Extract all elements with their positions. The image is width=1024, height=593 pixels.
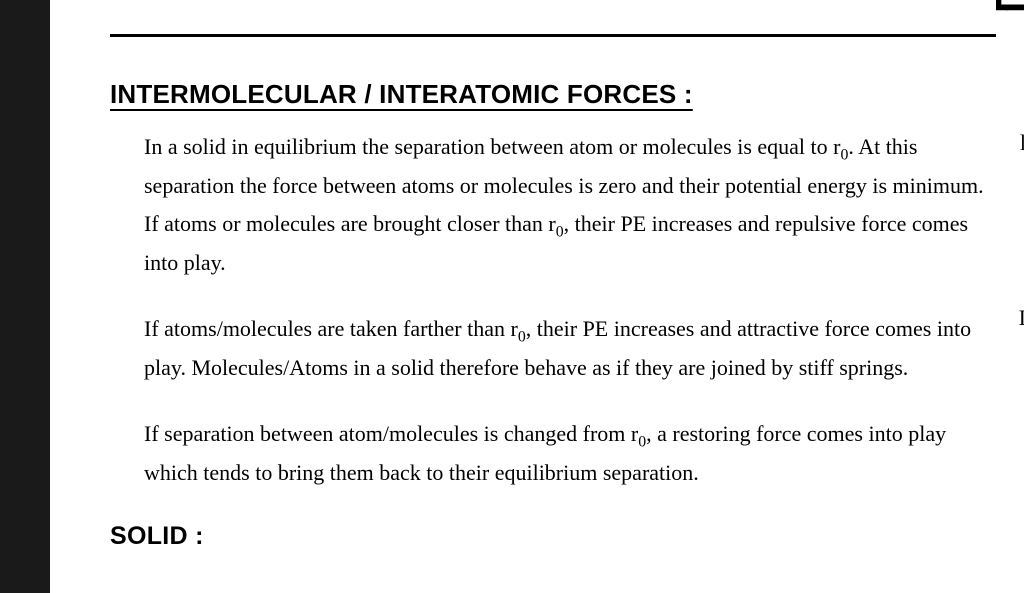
- page-content: ┗━ l I INTERMOLECULAR / INTERATOMIC FORC…: [50, 0, 1024, 593]
- next-section-title: SOLID :: [110, 522, 996, 551]
- left-dark-strip: [0, 0, 50, 593]
- p2-text-a: If atoms/molecules are taken farther tha…: [144, 316, 518, 341]
- edge-letter-1: l: [1020, 130, 1024, 156]
- p1-sub-b: 0: [556, 223, 564, 240]
- paragraph-1: In a solid in equilibrium the separation…: [144, 128, 996, 282]
- p1-text-a: In a solid in equilibrium the separation…: [144, 134, 840, 159]
- edge-letter-2: I: [1019, 305, 1024, 331]
- horizontal-rule: [110, 34, 996, 37]
- paragraph-2: If atoms/molecules are taken farther tha…: [144, 310, 996, 387]
- section-title: INTERMOLECULAR / INTERATOMIC FORCES :: [110, 79, 996, 110]
- p2-sub-a: 0: [518, 328, 526, 345]
- paragraph-3: If separation between atom/molecules is …: [144, 415, 996, 492]
- p3-sub-a: 0: [638, 433, 646, 450]
- corner-mark: ┗━: [990, 0, 1024, 22]
- p3-text-a: If separation between atom/molecules is …: [144, 421, 638, 446]
